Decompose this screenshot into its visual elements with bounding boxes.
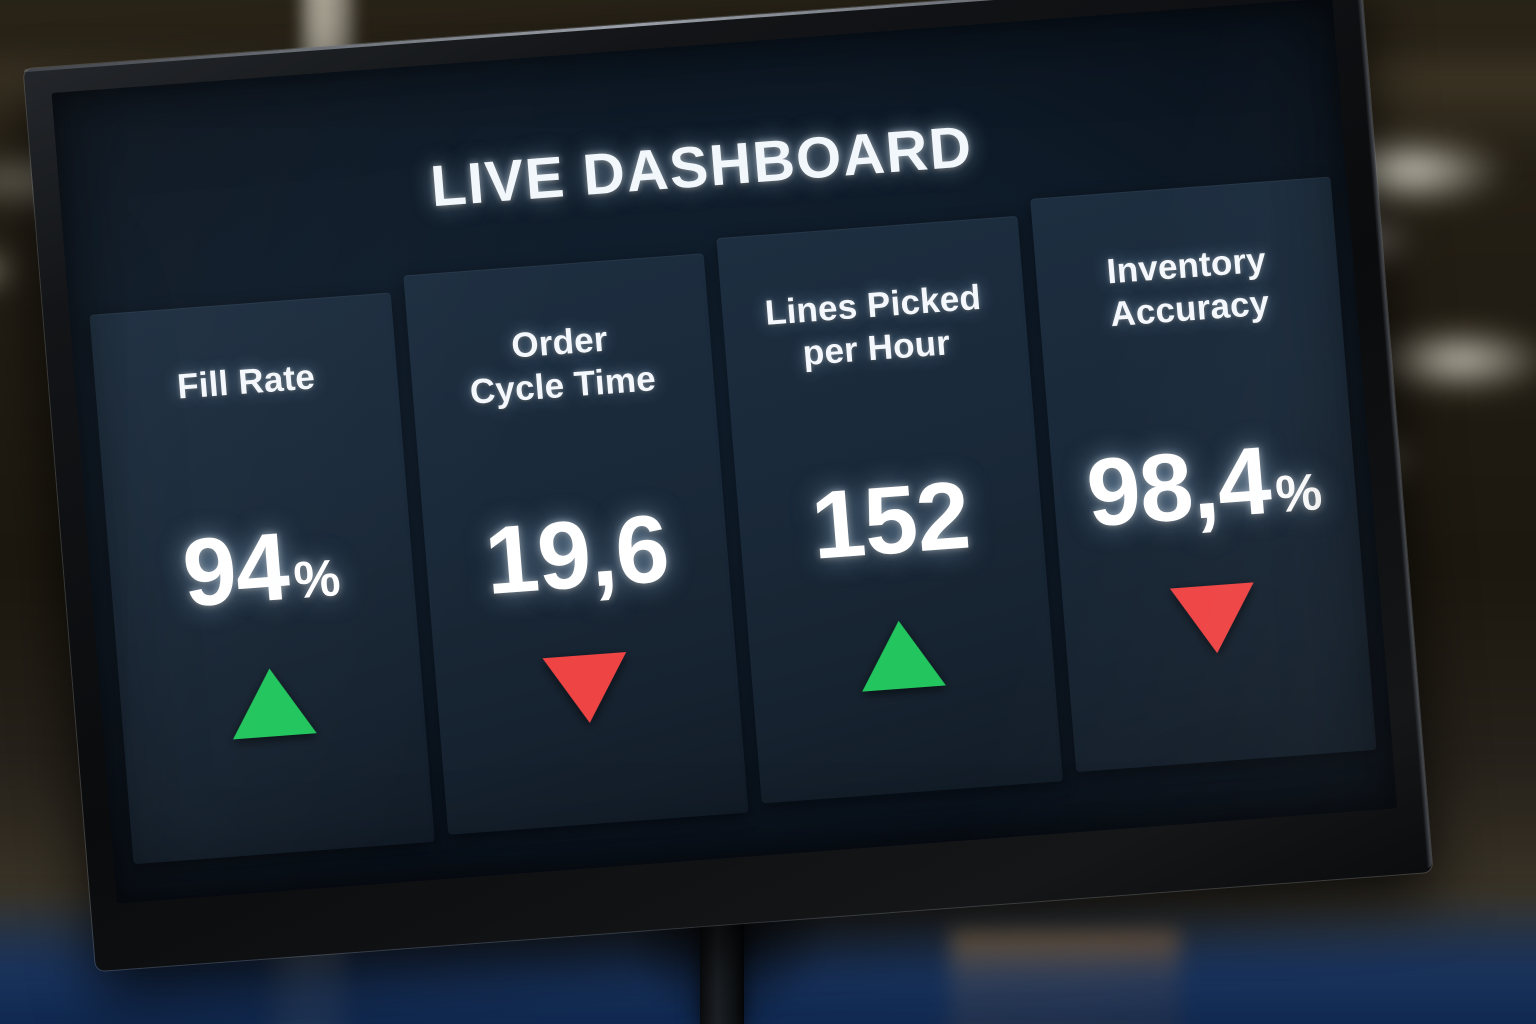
kpi-value-number: 98,4 <box>1082 427 1274 548</box>
kpi-label: Lines Picked per Hour <box>763 277 983 373</box>
kpi-label: Fill Rate <box>175 357 317 407</box>
dashboard-screen: LIVE DASHBOARD Fill Rate 94 % Order Cycle… <box>51 0 1398 904</box>
kpi-label: Order Cycle Time <box>468 319 658 412</box>
kpi-card-lines-picked-per-hour[interactable]: Lines Picked per Hour 152 <box>716 215 1063 804</box>
kpi-card-inventory-accuracy[interactable]: Inventory Accuracy 98,4 % <box>1029 176 1377 773</box>
triangle-up-icon <box>856 617 946 692</box>
kpi-value-suffix: % <box>1273 463 1325 525</box>
monitor-bezel: LIVE DASHBOARD Fill Rate 94 % Order Cycle… <box>23 0 1433 972</box>
kpi-card-order-cycle-time[interactable]: Order Cycle Time 19,6 <box>402 253 749 835</box>
kpi-value-number: 152 <box>807 461 973 580</box>
kpi-value: 94 % <box>178 512 343 628</box>
monitor-stand <box>700 908 744 1024</box>
triangle-down-icon <box>1170 582 1260 657</box>
kpi-card-fill-rate[interactable]: Fill Rate 94 % <box>89 292 435 865</box>
kpi-label: Inventory Accuracy <box>1105 240 1271 334</box>
triangle-down-icon <box>542 652 632 727</box>
monitor: LIVE DASHBOARD Fill Rate 94 % Order Cycle… <box>23 0 1433 972</box>
triangle-up-icon <box>227 665 317 740</box>
kpi-value: 152 <box>807 461 973 580</box>
kpi-value-number: 19,6 <box>481 495 673 616</box>
kpi-value-number: 94 <box>178 512 293 628</box>
kpi-value: 98,4 % <box>1082 427 1325 548</box>
kpi-value-suffix: % <box>291 548 343 611</box>
kpi-card-row: Fill Rate 94 % Order Cycle Time 19,6 <box>86 176 1378 869</box>
kpi-value: 19,6 <box>481 495 673 616</box>
